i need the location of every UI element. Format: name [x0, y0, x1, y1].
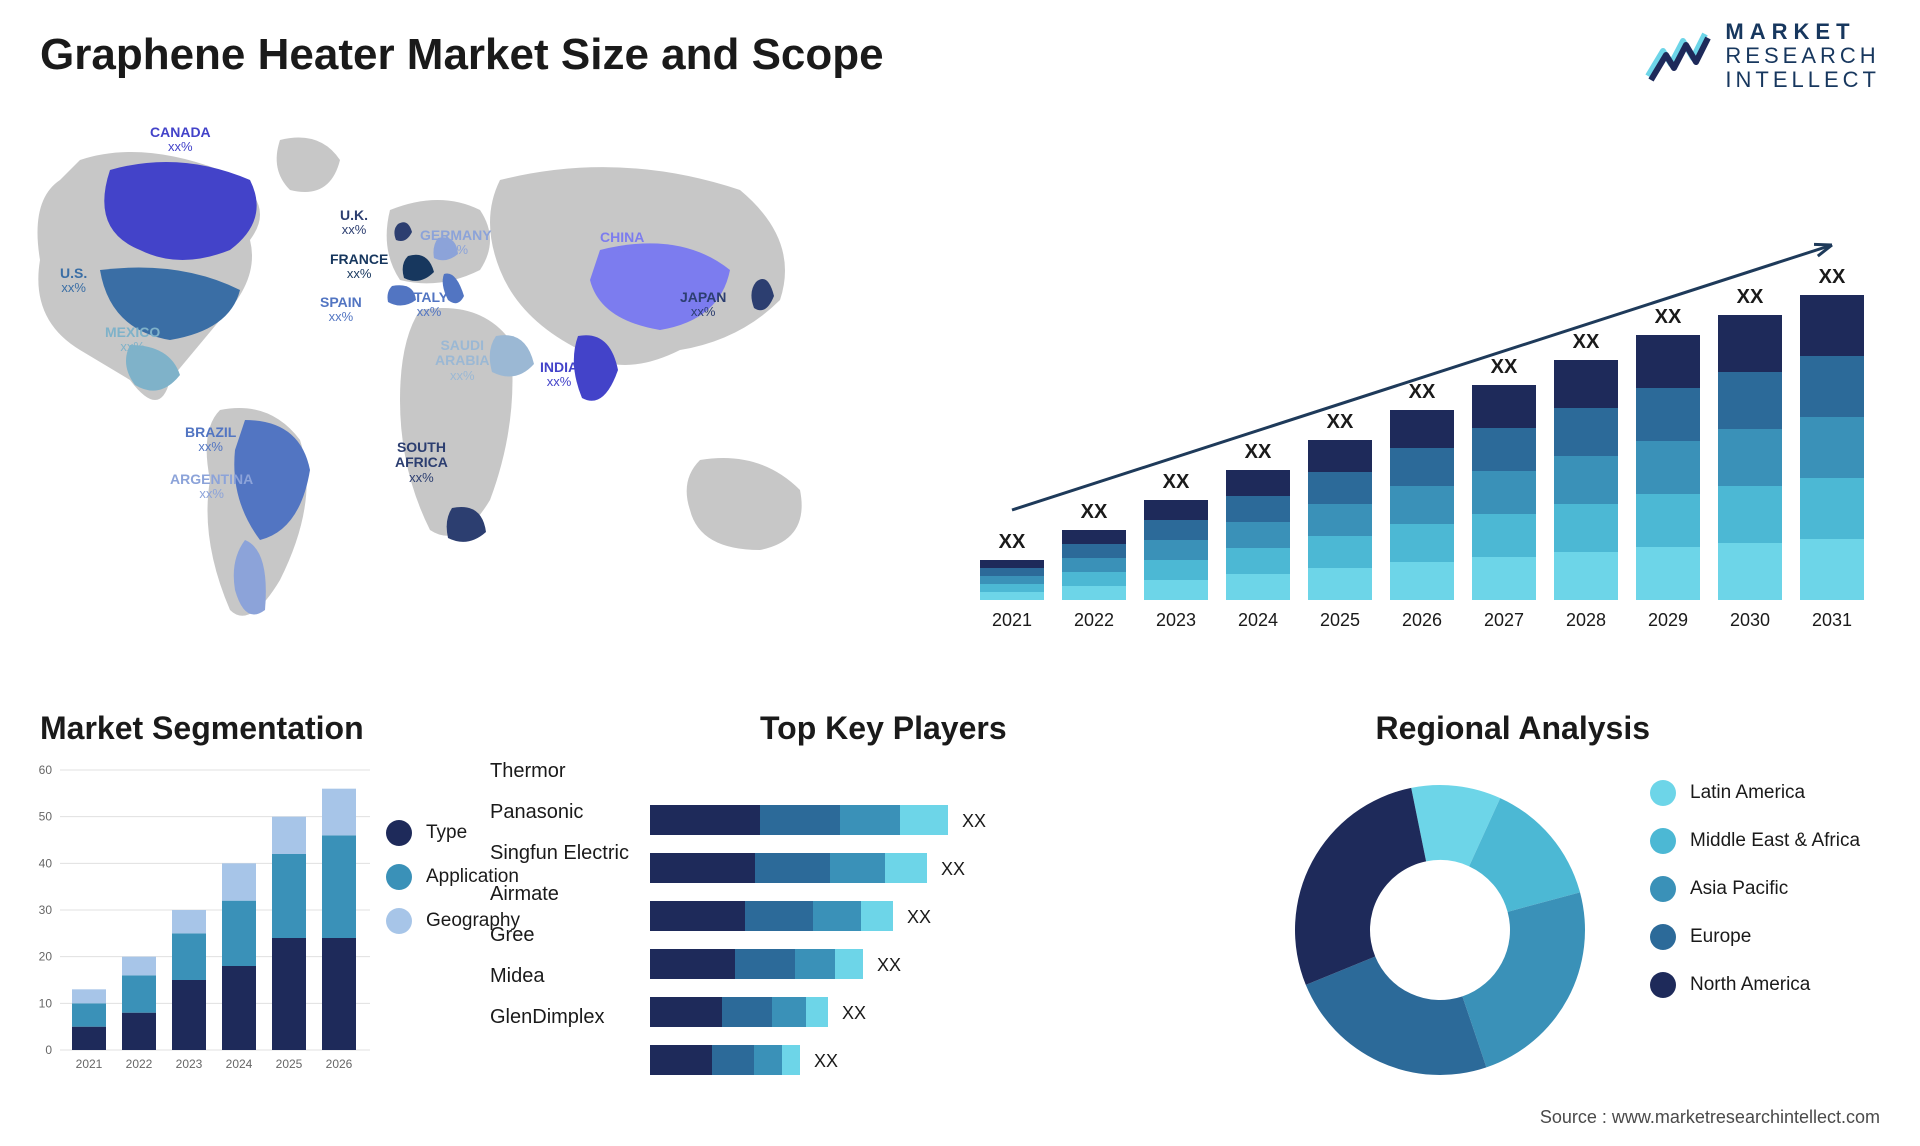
svg-text:2023: 2023 [176, 1057, 203, 1071]
svg-text:2026: 2026 [326, 1057, 353, 1071]
svg-text:2025: 2025 [1320, 610, 1360, 630]
svg-text:2024: 2024 [226, 1057, 253, 1071]
segmentation-header: Market Segmentation [40, 710, 364, 747]
regional-header: Regional Analysis [1376, 710, 1650, 747]
svg-text:XX: XX [877, 955, 901, 975]
svg-text:XX: XX [842, 1003, 866, 1023]
player-name: Airmate [490, 883, 650, 906]
svg-text:XX: XX [1819, 266, 1846, 288]
main-bar-chart-svg: XX 2021 XX 2022 XX 2023 XX 2024 XX 2025 XX 2026 XX 20… [960, 130, 1880, 660]
player-name: Thermor [490, 760, 650, 783]
svg-text:2023: 2023 [1156, 610, 1196, 630]
legend-item: Latin America [1650, 780, 1880, 806]
legend-item: Asia Pacific [1650, 876, 1880, 902]
svg-text:XX: XX [1163, 471, 1190, 493]
players-header: Top Key Players [760, 710, 1007, 747]
map-label: CANADAxx% [150, 125, 211, 155]
svg-text:XX: XX [999, 531, 1026, 553]
svg-text:2021: 2021 [76, 1057, 103, 1071]
map-label: INDIAxx% [540, 360, 578, 390]
legend-item: Europe [1650, 924, 1880, 950]
players-svg: XX XX XX XX XX XX [650, 805, 1210, 1115]
svg-text:XX: XX [1573, 331, 1600, 353]
svg-text:XX: XX [941, 859, 965, 879]
map-label: BRAZILxx% [185, 425, 236, 455]
legend-item: Middle East & Africa [1650, 828, 1880, 854]
svg-text:XX: XX [1081, 501, 1108, 523]
svg-text:XX: XX [1327, 411, 1354, 433]
world-map: CANADAxx% U.S.xx% MEXICOxx% BRAZILxx% ARGENT… [20, 120, 880, 660]
svg-text:XX: XX [1491, 356, 1518, 378]
svg-text:XX: XX [907, 907, 931, 927]
players-bars: XX XX XX XX XX XX [650, 805, 1210, 1120]
svg-text:2031: 2031 [1812, 610, 1852, 630]
player-name: Singfun Electric [490, 842, 650, 865]
svg-text:20: 20 [39, 950, 53, 964]
map-label: MEXICOxx% [105, 325, 160, 355]
svg-text:50: 50 [39, 810, 53, 824]
segmentation-svg: 0 10 20 30 40 50 60 2021 2022 2023 2024 2025 2026 [20, 760, 380, 1080]
svg-text:2028: 2028 [1566, 610, 1606, 630]
logo-text-2: RESEARCH [1725, 44, 1880, 68]
svg-text:2022: 2022 [126, 1057, 153, 1071]
svg-text:XX: XX [1655, 306, 1682, 328]
page-title: Graphene Heater Market Size and Scope [40, 30, 884, 80]
map-label: ITALYxx% [410, 290, 448, 320]
svg-text:2022: 2022 [1074, 610, 1114, 630]
svg-text:XX: XX [1737, 286, 1764, 308]
logo-text-1: MARKET [1725, 20, 1880, 44]
svg-text:XX: XX [962, 811, 986, 831]
main-bar-chart: XX 2021 XX 2022 XX 2023 XX 2024 XX 2025 XX 2026 XX 20… [960, 130, 1880, 660]
map-label: SOUTH AFRICAxx% [395, 440, 448, 485]
players-list: Thermor Panasonic Singfun Electric Airmate G… [490, 760, 650, 1047]
donut-svg [1280, 770, 1600, 1090]
svg-text:2029: 2029 [1648, 610, 1688, 630]
map-label: ARGENTINAxx% [170, 472, 253, 502]
logo-text-3: INTELLECT [1725, 68, 1880, 92]
svg-text:40: 40 [39, 856, 53, 870]
map-label: SPAINxx% [320, 295, 362, 325]
logo-icon [1643, 26, 1713, 86]
svg-text:2026: 2026 [1402, 610, 1442, 630]
svg-text:2030: 2030 [1730, 610, 1770, 630]
player-name: Panasonic [490, 801, 650, 824]
player-name: Midea [490, 965, 650, 988]
map-label: U.S.xx% [60, 266, 87, 296]
svg-text:0: 0 [45, 1043, 52, 1057]
map-label: SAUDI ARABIAxx% [435, 338, 489, 383]
regional-donut [1280, 770, 1600, 1095]
svg-text:2021: 2021 [992, 610, 1032, 630]
map-label: FRANCExx% [330, 252, 388, 282]
svg-text:2024: 2024 [1238, 610, 1278, 630]
map-label: CHINAxx% [600, 230, 644, 260]
world-map-svg [20, 120, 880, 660]
svg-text:2025: 2025 [276, 1057, 303, 1071]
segmentation-chart: 0102030405060202120222023202420252026 Ty… [20, 760, 540, 1090]
regional-area: Latin America Middle East & Africa Asia Pa… [1260, 760, 1880, 1100]
svg-text:2027: 2027 [1484, 610, 1524, 630]
brand-logo: MARKET RESEARCH INTELLECT [1643, 20, 1880, 93]
players-area: ThermorPanasonicSingfun ElectricAirmateG… [610, 760, 1230, 1100]
player-name: Gree [490, 924, 650, 947]
source-text: Source : www.marketresearchintellect.com [1540, 1107, 1880, 1128]
map-label: JAPANxx% [680, 290, 726, 320]
player-name: GlenDimplex [490, 1006, 650, 1029]
svg-text:XX: XX [1245, 441, 1272, 463]
legend-item: North America [1650, 972, 1880, 998]
map-label: GERMANYxx% [420, 228, 492, 258]
svg-text:10: 10 [39, 996, 53, 1010]
svg-text:30: 30 [39, 903, 53, 917]
svg-text:XX: XX [814, 1051, 838, 1071]
map-label: U.K.xx% [340, 208, 368, 238]
svg-text:60: 60 [39, 763, 53, 777]
regional-legend: Latin America Middle East & Africa Asia Pa… [1650, 780, 1880, 1020]
svg-text:XX: XX [1409, 381, 1436, 403]
